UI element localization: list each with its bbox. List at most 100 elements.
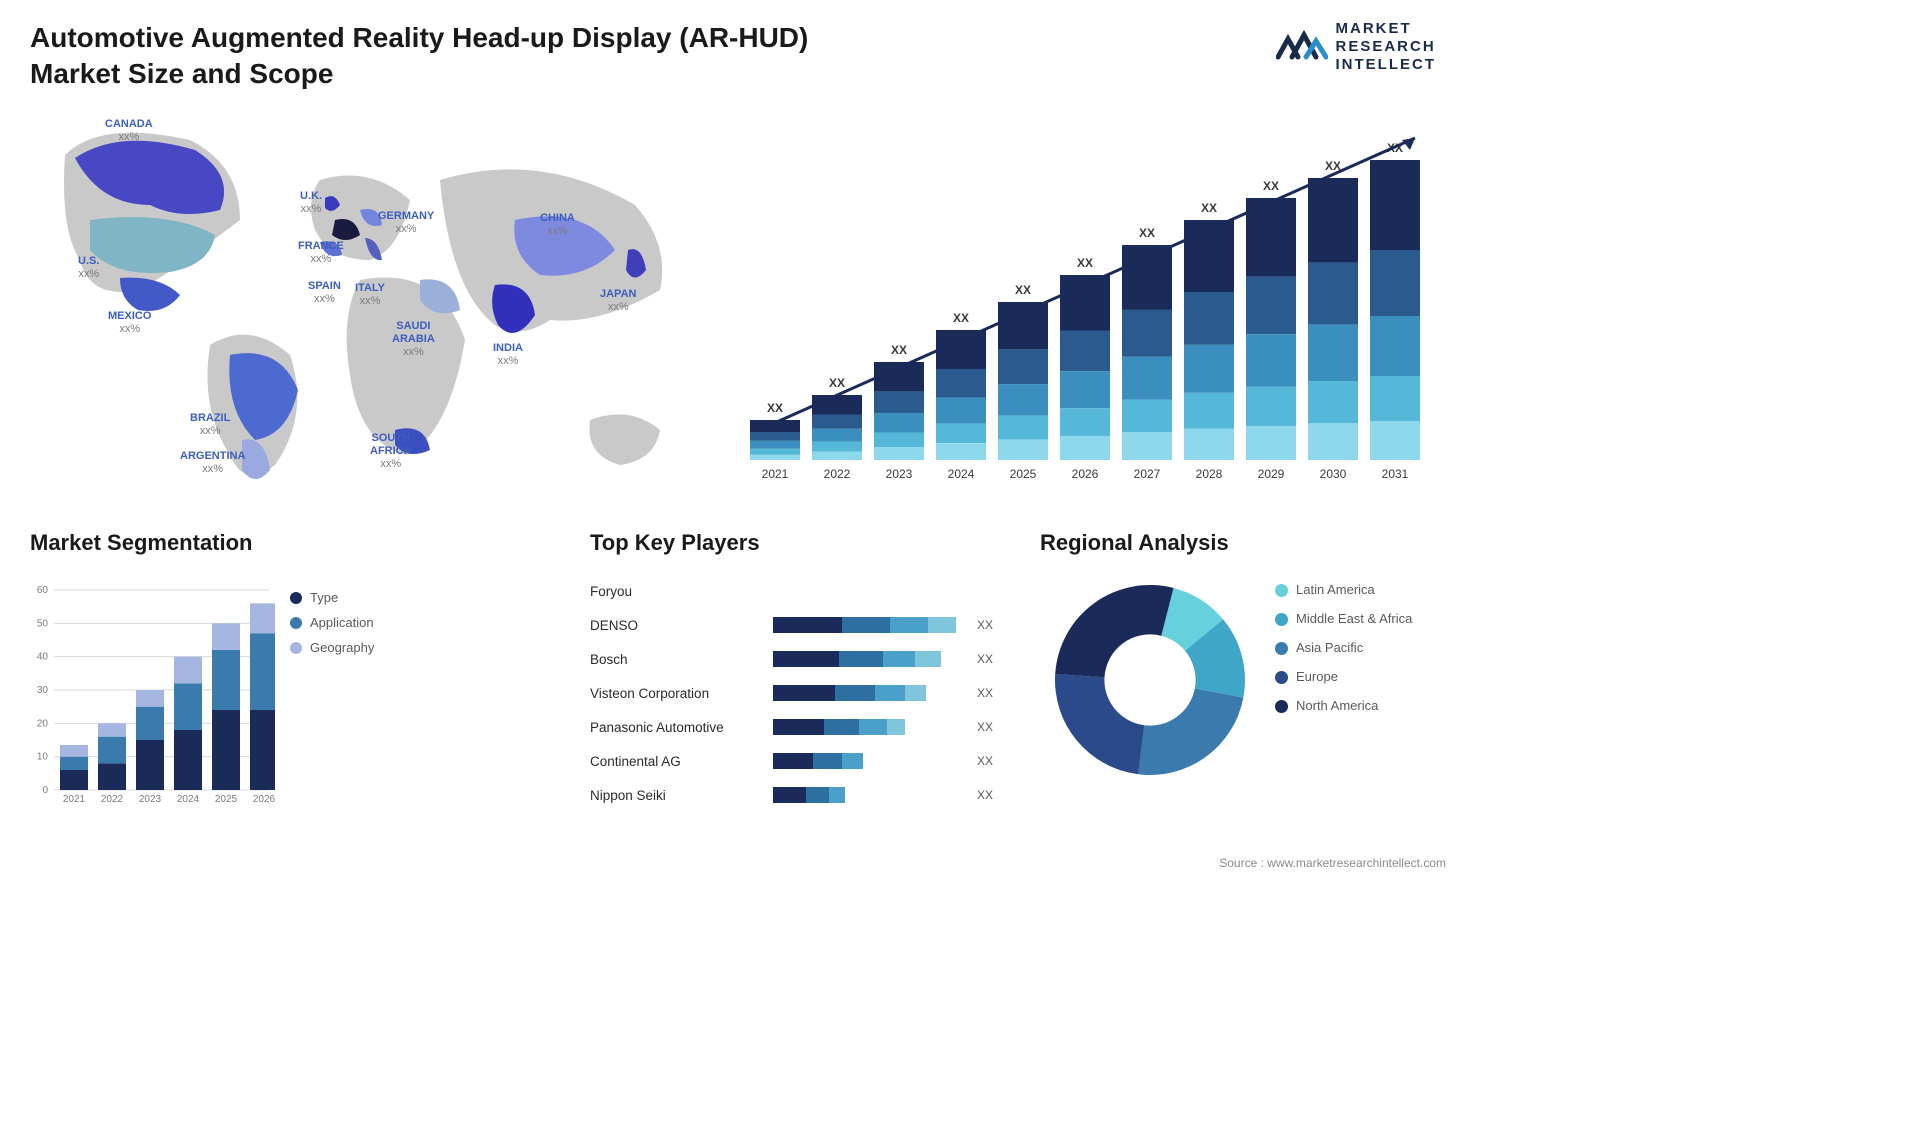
player-bar-segment xyxy=(829,787,845,803)
player-bar-segment xyxy=(842,753,862,769)
growth-bar-segment xyxy=(874,391,924,413)
player-bar-segment xyxy=(773,685,835,701)
seg-y-label: 30 xyxy=(37,685,49,696)
brand-logo: MARKET RESEARCH INTELLECT xyxy=(1276,20,1437,74)
growth-bar-segment xyxy=(1308,263,1358,325)
growth-bar-segment xyxy=(1060,331,1110,372)
regional-legend-label: Middle East & Africa xyxy=(1296,611,1412,626)
seg-legend-item: Type xyxy=(290,590,374,605)
player-bar-segment xyxy=(890,617,928,633)
player-bar-segment xyxy=(928,617,956,633)
player-bar-segment xyxy=(905,685,927,701)
growth-bar-label: XX xyxy=(1139,226,1155,240)
map-label: FRANCExx% xyxy=(298,240,344,266)
player-bar-segment xyxy=(773,617,842,633)
growth-bar-segment xyxy=(1370,160,1420,250)
player-row: Nippon SeikiXX xyxy=(590,778,1010,812)
growth-bar-segment xyxy=(874,433,924,448)
player-bar xyxy=(773,787,963,803)
segmentation-chart-svg: 0102030405060202120222023202420252026 xyxy=(30,570,275,810)
growth-bar-segment xyxy=(1246,387,1296,426)
growth-bar-segment xyxy=(812,442,862,452)
seg-bar-segment xyxy=(250,633,275,710)
seg-bar-segment xyxy=(60,757,88,770)
map-country xyxy=(120,278,180,311)
player-name: DENSO xyxy=(590,618,765,633)
player-bar-segment xyxy=(835,685,875,701)
seg-bar-segment xyxy=(250,603,275,633)
player-name: Continental AG xyxy=(590,754,765,769)
growth-bar-segment xyxy=(998,384,1048,416)
map-label: CHINAxx% xyxy=(540,212,575,238)
seg-bar-segment xyxy=(174,657,202,684)
seg-bar-segment xyxy=(174,683,202,730)
growth-x-label: 2026 xyxy=(1072,467,1099,481)
regional-donut-svg xyxy=(1040,570,1260,790)
growth-bar-segment xyxy=(750,441,800,449)
growth-bar-label: XX xyxy=(767,401,783,415)
player-bar-segment xyxy=(859,719,887,735)
growth-bar-segment xyxy=(1370,316,1420,376)
player-name: Panasonic Automotive xyxy=(590,720,765,735)
growth-bar-segment xyxy=(1184,429,1234,460)
player-bar-segment xyxy=(915,651,941,667)
growth-bar-segment xyxy=(936,424,986,444)
seg-x-label: 2026 xyxy=(253,794,275,805)
regional-legend-label: Asia Pacific xyxy=(1296,640,1363,655)
growth-bar-segment xyxy=(1060,408,1110,436)
donut-slice xyxy=(1055,585,1173,677)
player-row: Panasonic Automotive XX xyxy=(590,710,1010,744)
player-bar xyxy=(773,685,963,701)
player-value: XX xyxy=(977,720,993,734)
legend-dot-icon xyxy=(290,592,302,604)
legend-dot-icon xyxy=(1275,584,1288,597)
growth-bar-segment xyxy=(998,416,1048,440)
segmentation-panel: Market Segmentation 01020304050602021202… xyxy=(30,530,480,820)
player-value: XX xyxy=(977,754,993,768)
growth-bar-segment xyxy=(936,369,986,398)
segmentation-legend: TypeApplicationGeography xyxy=(290,590,374,665)
growth-bar-segment xyxy=(1122,245,1172,310)
growth-bar-segment xyxy=(998,349,1048,384)
map-label: SAUDIARABIAxx% xyxy=(392,320,435,360)
player-value: XX xyxy=(977,686,993,700)
map-label: CANADAxx% xyxy=(105,118,153,144)
growth-bar-label: XX xyxy=(1015,283,1031,297)
seg-legend-label: Application xyxy=(310,615,374,630)
player-name: Bosch xyxy=(590,652,765,667)
growth-bar-segment xyxy=(1122,357,1172,400)
growth-bar-segment xyxy=(1370,421,1420,460)
growth-bar-segment xyxy=(812,452,862,460)
growth-bar-label: XX xyxy=(891,343,907,357)
player-bar-segment xyxy=(875,685,904,701)
player-row: Foryou xyxy=(590,574,1010,608)
growth-bar-segment xyxy=(1370,376,1420,421)
player-name: Nippon Seiki xyxy=(590,788,765,803)
player-row: Continental AG XX xyxy=(590,744,1010,778)
growth-bar-segment xyxy=(1184,345,1234,393)
player-bar xyxy=(773,583,963,599)
legend-dot-icon xyxy=(1275,642,1288,655)
growth-bar-segment xyxy=(1184,292,1234,345)
legend-dot-icon xyxy=(290,617,302,629)
growth-bar-segment xyxy=(812,395,862,415)
seg-bar-segment xyxy=(98,737,126,764)
growth-x-label: 2024 xyxy=(948,467,975,481)
growth-chart-svg: XX2021XX2022XX2023XX2024XX2025XX2026XX20… xyxy=(740,110,1440,490)
regional-legend-item: North America xyxy=(1275,698,1412,713)
growth-bar-label: XX xyxy=(829,376,845,390)
regional-legend-item: Europe xyxy=(1275,669,1412,684)
growth-x-label: 2028 xyxy=(1196,467,1223,481)
player-bar xyxy=(773,651,963,667)
logo-text-1: MARKET xyxy=(1336,20,1437,38)
growth-bar-segment xyxy=(1184,393,1234,429)
player-row: Visteon CorporationXX xyxy=(590,676,1010,710)
donut-slice xyxy=(1138,688,1243,775)
player-bar-segment xyxy=(813,753,842,769)
player-bar-segment xyxy=(842,617,890,633)
regional-legend-label: Latin America xyxy=(1296,582,1375,597)
player-bar xyxy=(773,753,963,769)
growth-bar-segment xyxy=(936,330,986,369)
source-attribution: Source : www.marketresearchintellect.com xyxy=(1219,856,1446,870)
growth-bar-segment xyxy=(1308,178,1358,263)
